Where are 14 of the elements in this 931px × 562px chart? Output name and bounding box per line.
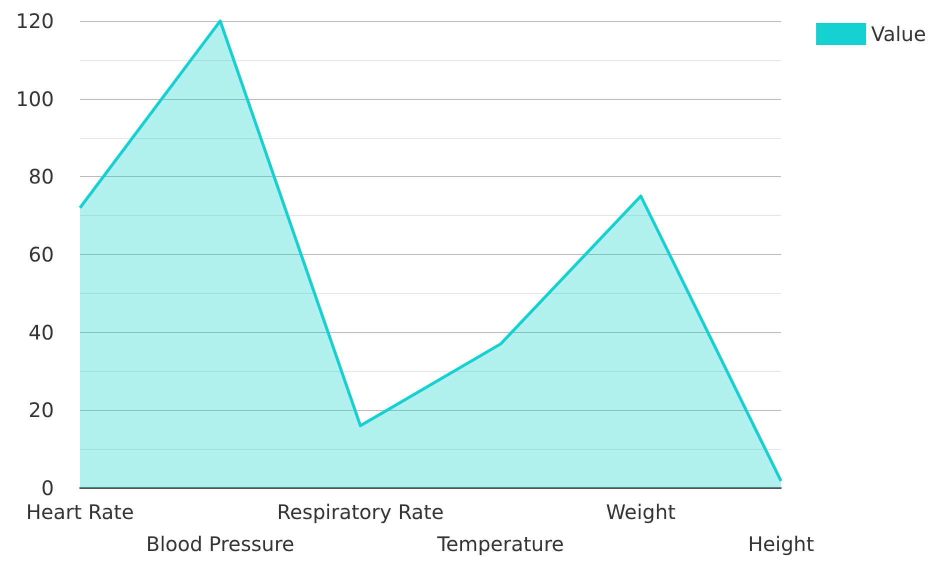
x-tick-label: Weight bbox=[606, 500, 676, 524]
y-tick-label: 120 bbox=[16, 9, 54, 33]
x-tick-label: Temperature bbox=[436, 532, 564, 556]
y-tick-label: 100 bbox=[16, 86, 54, 111]
legend-label: Value bbox=[871, 22, 926, 46]
y-tick-label: 80 bbox=[28, 164, 54, 189]
x-tick-label: Respiratory Rate bbox=[276, 500, 444, 524]
x-tick-label: Heart Rate bbox=[26, 500, 134, 524]
y-tick-label: 40 bbox=[28, 320, 54, 344]
y-tick-label: 20 bbox=[28, 398, 54, 422]
x-tick-label: Height bbox=[748, 532, 814, 556]
y-tick-label: 0 bbox=[41, 476, 54, 500]
y-tick-label: 60 bbox=[28, 242, 54, 266]
x-tick-label: Blood Pressure bbox=[146, 532, 294, 556]
